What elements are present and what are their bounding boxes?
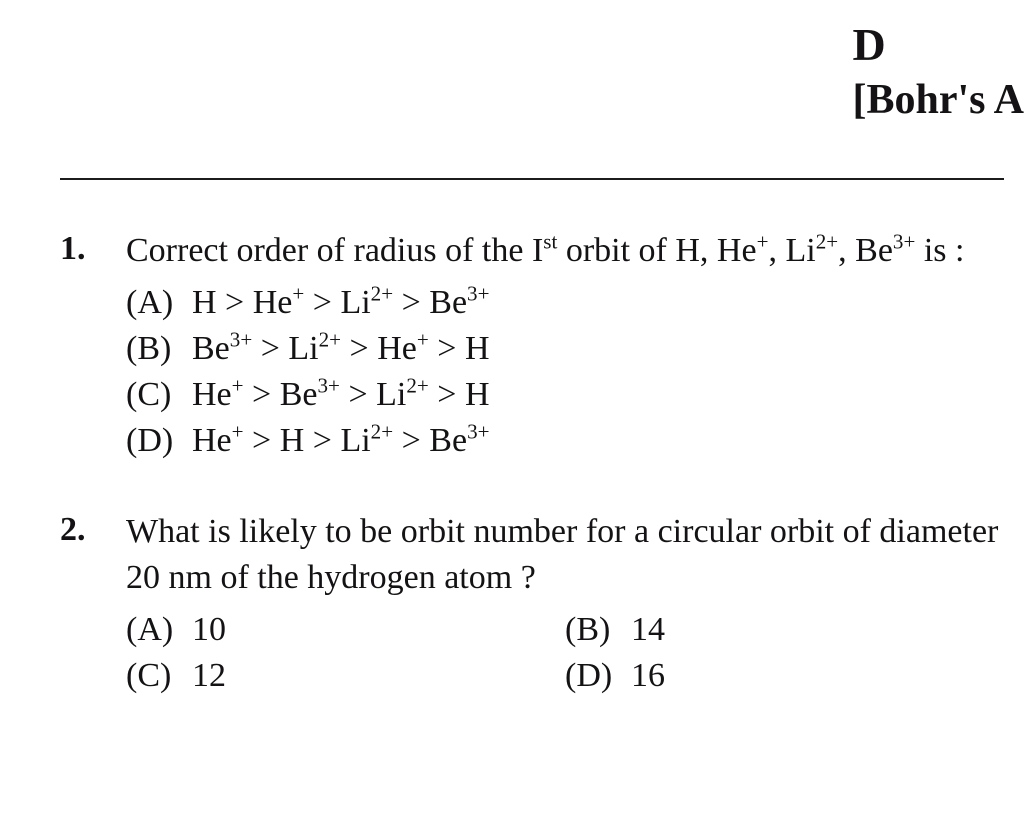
- option-c: (C) He+ > Be3+ > Li2+ > H: [126, 372, 490, 418]
- question-number: 1.: [60, 228, 126, 268]
- question-1: 1. Correct order of radius of the Ist or…: [60, 228, 1004, 463]
- option-label: (B): [565, 607, 631, 653]
- option-label: (D): [565, 653, 631, 699]
- option-label: (C): [126, 372, 192, 418]
- option-label: (C): [126, 653, 192, 699]
- question-2: 2. What is likely to be orbit number for…: [60, 509, 1004, 699]
- option-label: (A): [126, 280, 192, 326]
- option-b: (B) Be3+ > Li2+ > He+ > H: [126, 326, 490, 372]
- header-block: D [Bohr's A: [852, 22, 1024, 122]
- option-text: Be3+ > Li2+ > He+ > H: [192, 326, 490, 372]
- option-text: He+ > Be3+ > Li2+ > H: [192, 372, 490, 418]
- option-text: 10: [192, 607, 565, 653]
- question-number: 2.: [60, 509, 126, 549]
- question-stem: Correct order of radius of the Ist orbit…: [126, 228, 1004, 274]
- options-list: (A) 10 (B) 14 (C) 12: [126, 607, 1004, 699]
- option-text: He+ > H > Li2+ > Be3+: [192, 418, 490, 464]
- option-b: (B) 14: [565, 607, 1004, 653]
- option-d: (D) He+ > H > Li2+ > Be3+: [126, 418, 490, 464]
- question-stem: What is likely to be orbit number for a …: [126, 509, 1004, 601]
- option-label: (D): [126, 418, 192, 464]
- option-c: (C) 12: [126, 653, 565, 699]
- option-label: (B): [126, 326, 192, 372]
- option-text: H > He+ > Li2+ > Be3+: [192, 280, 489, 326]
- option-label: (A): [126, 607, 192, 653]
- option-text: 16: [631, 653, 1004, 699]
- option-text: 12: [192, 653, 565, 699]
- option-a: (A) 10: [126, 607, 565, 653]
- header-subtitle: [Bohr's A: [852, 78, 1024, 122]
- divider-rule: [60, 178, 1004, 180]
- option-d: (D) 16: [565, 653, 1004, 699]
- options-list: (A) H > He+ > Li2+ > Be3+ (B) Be3+ > Li2…: [126, 280, 1004, 464]
- option-a: (A) H > He+ > Li2+ > Be3+: [126, 280, 489, 326]
- option-text: 14: [631, 607, 1004, 653]
- header-letter: D: [852, 22, 1024, 68]
